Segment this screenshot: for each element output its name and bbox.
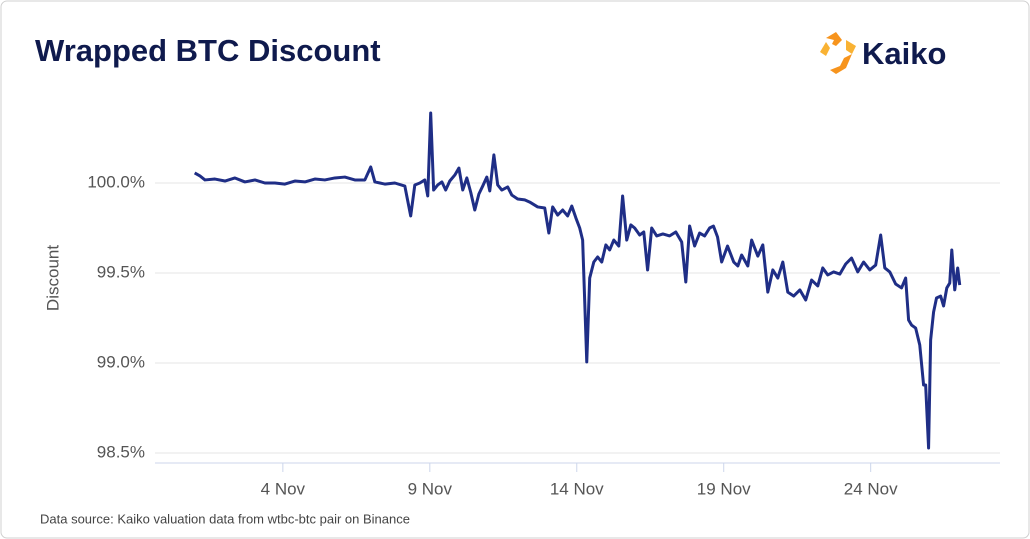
logo-icon [820,32,856,74]
x-tick-label: 4 Nov [261,479,306,498]
x-tick-label: 19 Nov [697,479,751,498]
y-tick-label: 99.5% [97,262,145,281]
y-tick-label: 98.5% [97,442,145,461]
x-tick-label: 24 Nov [844,479,898,498]
logo-text: Kaiko [862,36,946,71]
data-line [193,111,962,450]
source-note: Data source: Kaiko valuation data from w… [40,511,410,526]
y-tick-label: 100.0% [87,172,145,191]
x-tick-label: 14 Nov [550,479,604,498]
chart-title: Wrapped BTC Discount [35,33,381,68]
x-tick-label: 9 Nov [408,479,453,498]
y-axis-label: Discount [43,245,62,311]
y-tick-label: 99.0% [97,352,145,371]
